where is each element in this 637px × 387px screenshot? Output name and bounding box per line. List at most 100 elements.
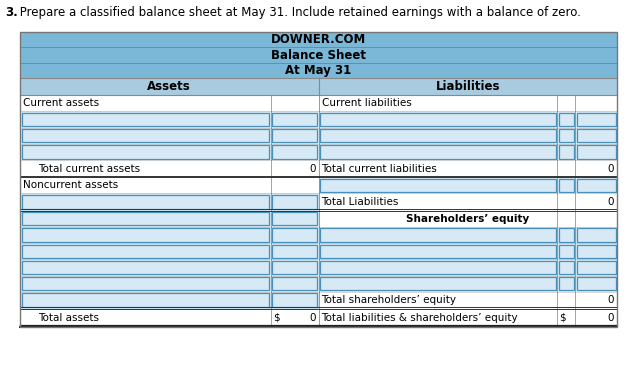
Text: Total liabilities & shareholders’ equity: Total liabilities & shareholders’ equity xyxy=(322,313,518,323)
Bar xyxy=(318,111,617,128)
Bar xyxy=(20,309,318,327)
Bar xyxy=(272,293,317,307)
Bar xyxy=(318,177,617,194)
Bar xyxy=(559,277,573,290)
Bar xyxy=(559,146,573,159)
Text: Current assets: Current assets xyxy=(23,98,99,108)
Bar xyxy=(318,177,617,194)
Bar xyxy=(576,261,615,274)
Bar xyxy=(22,212,269,225)
Bar xyxy=(320,277,555,290)
Bar xyxy=(272,228,317,241)
Bar xyxy=(318,227,617,243)
Text: 0: 0 xyxy=(608,164,614,174)
Text: 3.: 3. xyxy=(5,6,18,19)
Bar xyxy=(20,160,318,177)
Text: 0: 0 xyxy=(309,164,315,174)
Bar xyxy=(272,212,317,225)
Bar xyxy=(20,194,318,211)
Bar xyxy=(20,211,318,227)
Bar xyxy=(318,259,617,276)
Bar xyxy=(320,261,555,274)
Bar xyxy=(559,245,573,258)
Bar xyxy=(22,293,269,307)
Bar xyxy=(22,261,269,274)
Bar xyxy=(318,276,617,292)
Text: $: $ xyxy=(559,313,566,323)
Bar xyxy=(20,292,318,309)
Bar xyxy=(320,245,555,258)
Bar xyxy=(318,227,617,243)
Bar xyxy=(272,261,317,274)
Bar xyxy=(318,194,617,211)
Bar xyxy=(576,129,615,142)
Bar xyxy=(318,292,617,309)
Text: Shareholders’ equity: Shareholders’ equity xyxy=(406,214,529,224)
Text: Total current liabilities: Total current liabilities xyxy=(322,164,437,174)
Bar xyxy=(320,113,555,126)
Text: $: $ xyxy=(273,313,280,323)
Bar xyxy=(20,227,318,243)
Bar xyxy=(576,146,615,159)
Bar xyxy=(318,144,617,160)
Bar xyxy=(318,111,617,128)
Bar xyxy=(559,113,573,126)
Bar xyxy=(559,179,573,192)
Bar xyxy=(22,146,269,159)
Text: 0: 0 xyxy=(309,313,315,323)
Bar xyxy=(320,129,555,142)
Bar xyxy=(318,243,617,259)
Bar xyxy=(318,160,617,177)
Bar xyxy=(22,113,269,126)
Bar xyxy=(576,228,615,241)
Bar xyxy=(20,292,318,309)
Text: DOWNER.COM: DOWNER.COM xyxy=(271,33,366,46)
Bar xyxy=(20,63,617,78)
Bar xyxy=(20,128,318,144)
Bar xyxy=(320,179,555,192)
Bar xyxy=(20,32,617,327)
Bar xyxy=(20,111,318,128)
Bar xyxy=(20,144,318,160)
Bar xyxy=(22,129,269,142)
Bar xyxy=(559,228,573,241)
Text: Current liabilities: Current liabilities xyxy=(322,98,412,108)
Bar xyxy=(576,245,615,258)
Text: Total assets: Total assets xyxy=(38,313,99,323)
Text: 0: 0 xyxy=(608,295,614,305)
Bar xyxy=(318,309,617,327)
Bar xyxy=(320,146,555,159)
Bar xyxy=(318,259,617,276)
Text: Total Liabilities: Total Liabilities xyxy=(322,197,399,207)
Bar xyxy=(318,128,617,144)
Bar xyxy=(318,276,617,292)
Bar xyxy=(20,276,318,292)
Bar xyxy=(20,144,318,160)
Bar xyxy=(20,259,318,276)
Text: Assets: Assets xyxy=(147,80,191,93)
Bar xyxy=(559,129,573,142)
Bar xyxy=(318,128,617,144)
Bar xyxy=(20,128,318,144)
Text: At May 31: At May 31 xyxy=(285,64,352,77)
Bar xyxy=(318,144,617,160)
Text: 0: 0 xyxy=(608,197,614,207)
Bar xyxy=(20,243,318,259)
Bar xyxy=(272,277,317,290)
Bar xyxy=(318,243,617,259)
Bar xyxy=(20,211,318,227)
Bar xyxy=(20,243,318,259)
Bar xyxy=(20,32,617,327)
Bar xyxy=(272,113,317,126)
Bar xyxy=(20,111,318,128)
Bar xyxy=(318,95,617,111)
Bar xyxy=(22,228,269,241)
Bar xyxy=(576,113,615,126)
Text: Total shareholders’ equity: Total shareholders’ equity xyxy=(322,295,457,305)
Text: Noncurrent assets: Noncurrent assets xyxy=(23,180,118,190)
Text: Liabilities: Liabilities xyxy=(436,80,500,93)
Bar xyxy=(318,211,617,227)
Bar xyxy=(320,228,555,241)
Bar xyxy=(272,245,317,258)
Bar xyxy=(20,177,318,194)
